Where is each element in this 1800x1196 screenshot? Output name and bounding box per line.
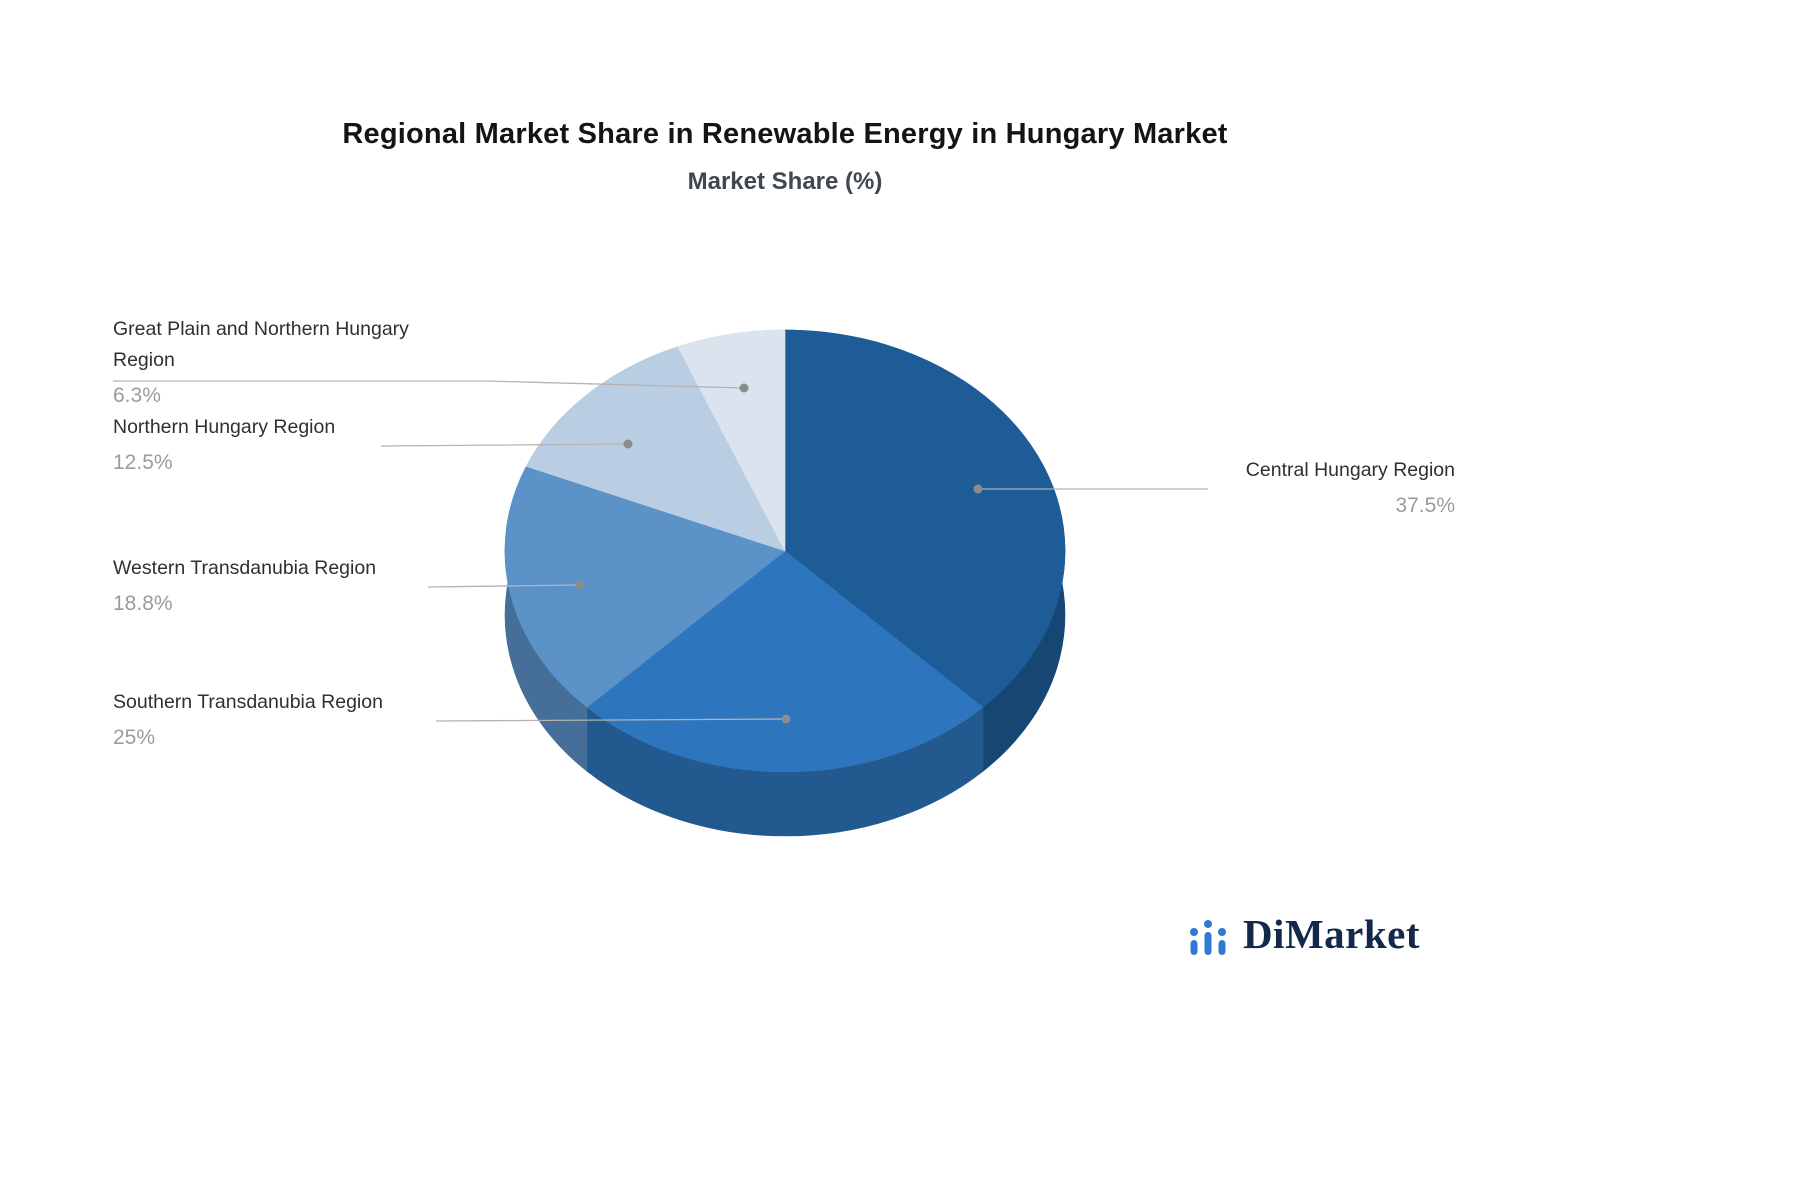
callout-central-hungary: Central Hungary Region 37.5%: [1246, 455, 1455, 518]
slice-label: Great Plain and Northern Hungary Region: [113, 318, 409, 371]
slice-percent: 18.8%: [113, 592, 173, 615]
slice-percent: 6.3%: [113, 384, 161, 407]
pie-slices: [504, 329, 1066, 837]
leader-dot: [575, 580, 585, 590]
slice-label: Western Transdanubia Region: [113, 557, 377, 579]
pie-slice-southern-transdanubia-region: [586, 550, 984, 773]
leader-dot: [973, 484, 983, 494]
callout-great-plain: Great Plain and Northern Hungary Region …: [113, 314, 465, 408]
pie-slice-northern-hungary-region: [525, 346, 786, 552]
slice-label: Central Hungary Region: [1245, 459, 1455, 481]
leader-line-southern-transdanubia: [435, 714, 791, 724]
dimarket-logo: DiMarket: [1185, 905, 1420, 963]
slice-percent: 37.5%: [1395, 494, 1455, 517]
leader-line-central-hungary: [973, 484, 1208, 494]
dimarket-logo-text: DiMarket: [1242, 911, 1420, 957]
leader-dot: [623, 439, 633, 449]
callout-northern-hungary: Northern Hungary Region 12.5%: [113, 412, 335, 475]
pie-slice-great-plain-and-northern-hungary-region: [677, 329, 786, 552]
leader-line-northern-hungary: [380, 439, 633, 449]
chart-subtitle: Market Share (%): [687, 168, 883, 195]
dimarket-logo-icon: [1189, 920, 1226, 955]
pie-slice-western-transdanubia-region: [504, 466, 786, 708]
leader-line-western-transdanubia: [427, 580, 585, 590]
callout-southern-transdanubia: Southern Transdanubia Region 25%: [113, 687, 383, 750]
leader-line-great-plain: [113, 380, 749, 393]
chart-title: Regional Market Share in Renewable Energ…: [342, 118, 1228, 150]
slice-percent: 25%: [113, 726, 156, 749]
leader-dot: [739, 383, 749, 393]
slice-percent: 12.5%: [113, 451, 173, 474]
slice-label: Southern Transdanubia Region: [113, 691, 383, 713]
callout-western-transdanubia: Western Transdanubia Region 18.8%: [113, 553, 376, 616]
leader-dot: [781, 714, 791, 724]
leader-lines: [113, 380, 1208, 724]
slice-label: Northern Hungary Region: [113, 416, 336, 438]
pie-slice-central-hungary-region: [784, 329, 1066, 708]
